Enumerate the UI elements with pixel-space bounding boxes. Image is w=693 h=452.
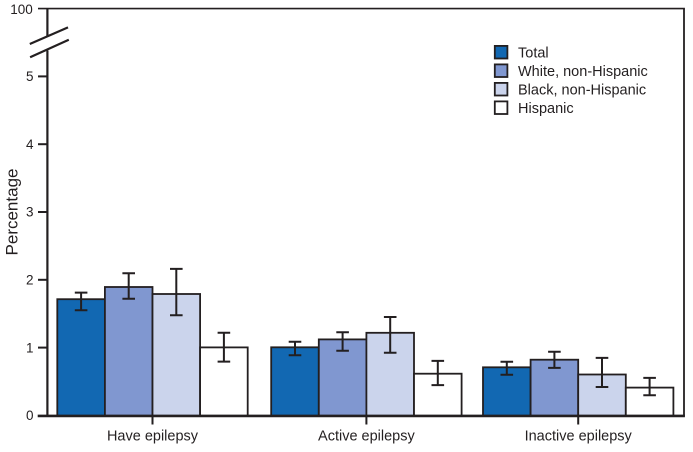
svg-text:Have epilepsy: Have epilepsy: [107, 429, 199, 445]
svg-text:5: 5: [26, 69, 34, 84]
svg-text:1: 1: [26, 340, 34, 355]
svg-text:Total: Total: [518, 45, 549, 61]
svg-text:Hispanic: Hispanic: [518, 101, 574, 117]
svg-text:4: 4: [26, 137, 34, 152]
svg-text:White, non-Hispanic: White, non-Hispanic: [518, 64, 648, 80]
svg-text:Black, non-Hispanic: Black, non-Hispanic: [518, 82, 646, 98]
svg-text:100: 100: [10, 2, 33, 17]
svg-text:Active epilepsy: Active epilepsy: [318, 429, 415, 445]
svg-text:Inactive epilepsy: Inactive epilepsy: [525, 429, 633, 445]
svg-text:0: 0: [26, 408, 34, 423]
svg-text:3: 3: [26, 205, 34, 220]
svg-text:2: 2: [26, 273, 34, 288]
svg-text:Percentage: Percentage: [2, 169, 21, 256]
